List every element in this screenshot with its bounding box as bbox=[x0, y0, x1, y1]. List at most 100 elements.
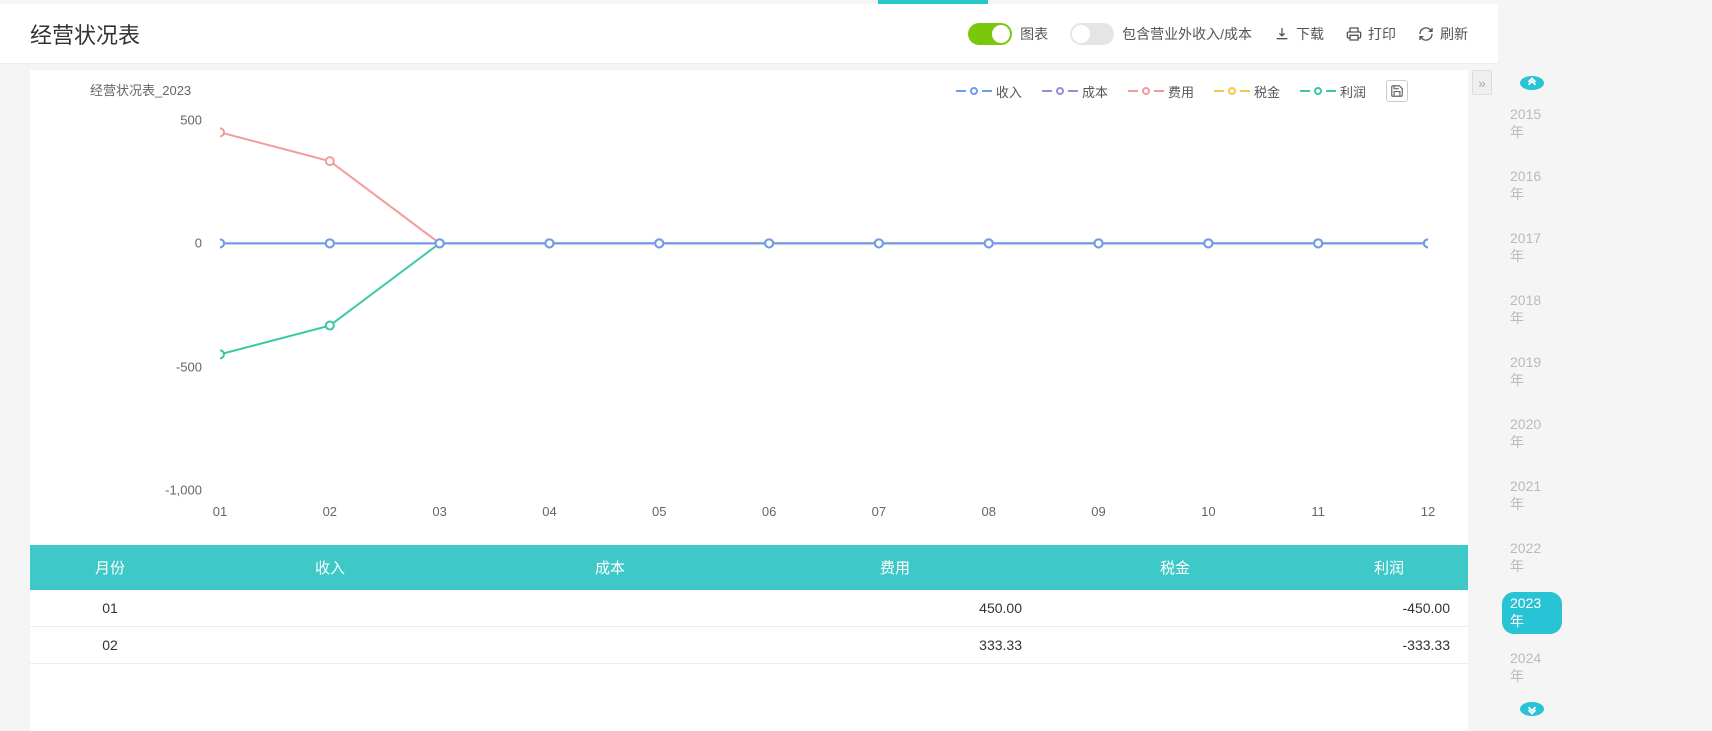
series-marker-revenue[interactable] bbox=[765, 239, 773, 247]
chart-plot: 5000-500-1,000010203040506070809101112 bbox=[90, 110, 1448, 500]
series-line-profit bbox=[220, 243, 1428, 354]
toggle-extra-label: 包含营业外收入/成本 bbox=[1122, 24, 1252, 44]
y-tick-label: -1,000 bbox=[165, 483, 202, 498]
download-label: 下载 bbox=[1296, 24, 1324, 44]
series-marker-revenue[interactable] bbox=[436, 239, 444, 247]
legend-label: 利润 bbox=[1340, 82, 1366, 101]
x-tick-label: 06 bbox=[762, 504, 776, 519]
chevron-right-double-icon: » bbox=[1478, 75, 1486, 91]
page-title: 经营状况表 bbox=[30, 18, 140, 50]
year-item[interactable]: 2019年 bbox=[1502, 344, 1562, 400]
save-icon bbox=[1390, 84, 1404, 98]
series-marker-profit[interactable] bbox=[220, 350, 224, 358]
x-tick-label: 01 bbox=[213, 504, 227, 519]
legend-label: 税金 bbox=[1254, 82, 1280, 101]
x-tick-label: 08 bbox=[981, 504, 995, 519]
x-tick-label: 07 bbox=[872, 504, 886, 519]
series-marker-revenue[interactable] bbox=[1095, 239, 1103, 247]
legend-label: 收入 bbox=[996, 82, 1022, 101]
cell-expense: 450.00 bbox=[750, 590, 1040, 627]
cell-revenue bbox=[190, 590, 470, 627]
year-item[interactable]: 2024年 bbox=[1502, 640, 1562, 696]
year-item[interactable]: 2016年 bbox=[1502, 158, 1562, 214]
toggle-extra-group: 包含营业外收入/成本 bbox=[1070, 23, 1252, 45]
x-tick-label: 09 bbox=[1091, 504, 1105, 519]
table-head: 月份收入成本费用税金利润 bbox=[30, 545, 1468, 590]
chevron-up-icon bbox=[1525, 76, 1539, 90]
series-marker-revenue[interactable] bbox=[1204, 239, 1212, 247]
col-header-tax: 税金 bbox=[1040, 545, 1310, 590]
year-sidebar: 2015年 2016年 2017年 2018年 2019年 2020年 2021年 2022年… bbox=[1502, 70, 1562, 641]
refresh-button[interactable]: 刷新 bbox=[1418, 24, 1468, 44]
y-tick-label: 500 bbox=[180, 113, 202, 128]
series-marker-revenue[interactable] bbox=[875, 239, 883, 247]
legend-item-cost[interactable]: 成本 bbox=[1042, 82, 1108, 101]
x-tick-label: 11 bbox=[1311, 504, 1325, 519]
refresh-label: 刷新 bbox=[1440, 24, 1468, 44]
x-tick-label: 10 bbox=[1201, 504, 1215, 519]
y-tick-label: -500 bbox=[176, 359, 202, 374]
col-header-month: 月份 bbox=[30, 545, 190, 590]
series-line-expense bbox=[220, 132, 1428, 243]
x-tick-label: 12 bbox=[1421, 504, 1435, 519]
cell-expense: 333.33 bbox=[750, 627, 1040, 664]
series-marker-revenue[interactable] bbox=[985, 239, 993, 247]
series-marker-revenue[interactable] bbox=[545, 239, 553, 247]
table-row: 02333.33-333.33 bbox=[30, 627, 1468, 664]
toggle-chart[interactable] bbox=[968, 23, 1012, 45]
legend-item-revenue[interactable]: 收入 bbox=[956, 82, 1022, 101]
series-marker-profit[interactable] bbox=[326, 322, 334, 330]
year-item[interactable]: 2021年 bbox=[1502, 468, 1562, 524]
x-tick-label: 02 bbox=[323, 504, 337, 519]
cell-month: 01 bbox=[30, 590, 190, 627]
year-item[interactable]: 2023年 bbox=[1502, 592, 1562, 634]
chart-save-button[interactable] bbox=[1386, 80, 1408, 102]
table-row: 01 450.00 -450.00 bbox=[30, 590, 1468, 627]
flyout-handle[interactable]: » bbox=[1472, 70, 1492, 95]
year-scroll-down[interactable] bbox=[1520, 702, 1544, 716]
chart-area: 经营状况表_2023 收入成本费用税金利润 5000-500-1,0000102… bbox=[90, 80, 1448, 520]
download-icon bbox=[1274, 26, 1290, 42]
chevron-down-icon bbox=[1525, 702, 1539, 716]
year-item[interactable]: 2017年 bbox=[1502, 220, 1562, 276]
table-body: 01450.00-450.0002333.33-333.33 bbox=[30, 590, 1468, 664]
toggle-chart-label: 图表 bbox=[1020, 24, 1048, 44]
series-marker-revenue[interactable] bbox=[1314, 239, 1322, 247]
cell-revenue bbox=[190, 627, 470, 664]
x-tick-label: 05 bbox=[652, 504, 666, 519]
year-item[interactable]: 2022年 bbox=[1502, 530, 1562, 586]
cell-profit: -450.00 bbox=[1310, 590, 1468, 627]
cell-month: 02 bbox=[30, 627, 190, 664]
legend-item-profit[interactable]: 利润 bbox=[1300, 82, 1366, 101]
col-header-revenue: 收入 bbox=[190, 545, 470, 590]
year-item[interactable]: 2018年 bbox=[1502, 282, 1562, 338]
print-label: 打印 bbox=[1368, 24, 1396, 44]
series-marker-expense[interactable] bbox=[326, 157, 334, 165]
year-item[interactable]: 2015年 bbox=[1502, 96, 1562, 152]
cell-cost bbox=[470, 590, 750, 627]
cell-cost bbox=[470, 627, 750, 664]
col-header-cost: 成本 bbox=[470, 545, 750, 590]
data-table: 月份收入成本费用税金利润 01450.00-450.0002333.33-333… bbox=[30, 545, 1468, 664]
x-tick-label: 04 bbox=[542, 504, 556, 519]
series-marker-revenue[interactable] bbox=[220, 239, 224, 247]
x-tick-label: 03 bbox=[432, 504, 446, 519]
series-marker-expense[interactable] bbox=[220, 128, 224, 136]
legend-label: 成本 bbox=[1082, 82, 1108, 101]
col-header-profit: 利润 bbox=[1310, 545, 1468, 590]
series-marker-revenue[interactable] bbox=[655, 239, 663, 247]
main-panel: 经营状况表_2023 收入成本费用税金利润 5000-500-1,0000102… bbox=[30, 70, 1468, 731]
toggle-chart-group: 图表 bbox=[968, 23, 1048, 45]
y-tick-label: 0 bbox=[195, 236, 202, 251]
cell-tax bbox=[1040, 627, 1310, 664]
series-marker-revenue[interactable] bbox=[1424, 239, 1428, 247]
year-item[interactable]: 2020年 bbox=[1502, 406, 1562, 462]
series-marker-revenue[interactable] bbox=[326, 239, 334, 247]
legend-item-tax[interactable]: 税金 bbox=[1214, 82, 1280, 101]
download-button[interactable]: 下载 bbox=[1274, 24, 1324, 44]
toggle-extra[interactable] bbox=[1070, 23, 1114, 45]
legend-item-expense[interactable]: 费用 bbox=[1128, 82, 1194, 101]
year-scroll-up[interactable] bbox=[1520, 76, 1544, 90]
print-button[interactable]: 打印 bbox=[1346, 24, 1396, 44]
col-header-expense: 费用 bbox=[750, 545, 1040, 590]
